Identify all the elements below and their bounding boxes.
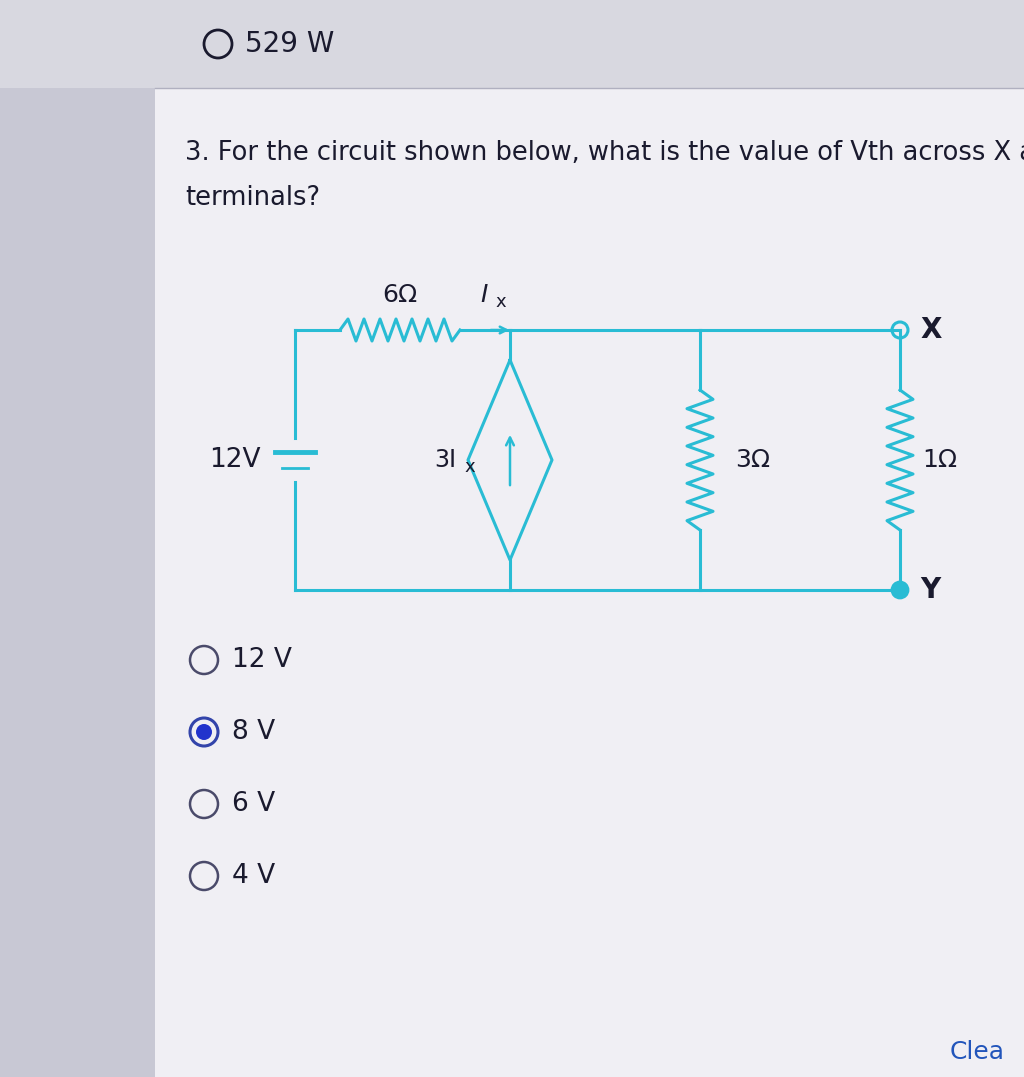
Text: I: I bbox=[480, 283, 487, 307]
Text: terminals?: terminals? bbox=[185, 185, 319, 211]
Text: x: x bbox=[465, 458, 475, 476]
Text: 529 W: 529 W bbox=[245, 30, 335, 58]
Text: 6Ω: 6Ω bbox=[382, 283, 418, 307]
Circle shape bbox=[196, 724, 212, 740]
Text: 12 V: 12 V bbox=[232, 647, 292, 673]
Text: 3I: 3I bbox=[434, 448, 456, 472]
Text: x: x bbox=[495, 293, 506, 311]
Bar bbox=[155, 88, 1024, 1077]
Text: 4 V: 4 V bbox=[232, 863, 275, 889]
Text: Y: Y bbox=[920, 576, 940, 604]
Circle shape bbox=[892, 582, 908, 598]
Text: 6 V: 6 V bbox=[232, 791, 275, 817]
Text: 3. For the circuit shown below, what is the value of Vth across X ar: 3. For the circuit shown below, what is … bbox=[185, 140, 1024, 166]
Text: 1Ω: 1Ω bbox=[922, 448, 957, 472]
Bar bbox=[0, 0, 1024, 88]
Text: 12V: 12V bbox=[209, 447, 261, 473]
Text: 8 V: 8 V bbox=[232, 719, 275, 745]
Text: Clea: Clea bbox=[950, 1040, 1005, 1064]
Text: 3Ω: 3Ω bbox=[735, 448, 770, 472]
Text: X: X bbox=[920, 316, 941, 344]
Bar bbox=[0, 0, 155, 1077]
